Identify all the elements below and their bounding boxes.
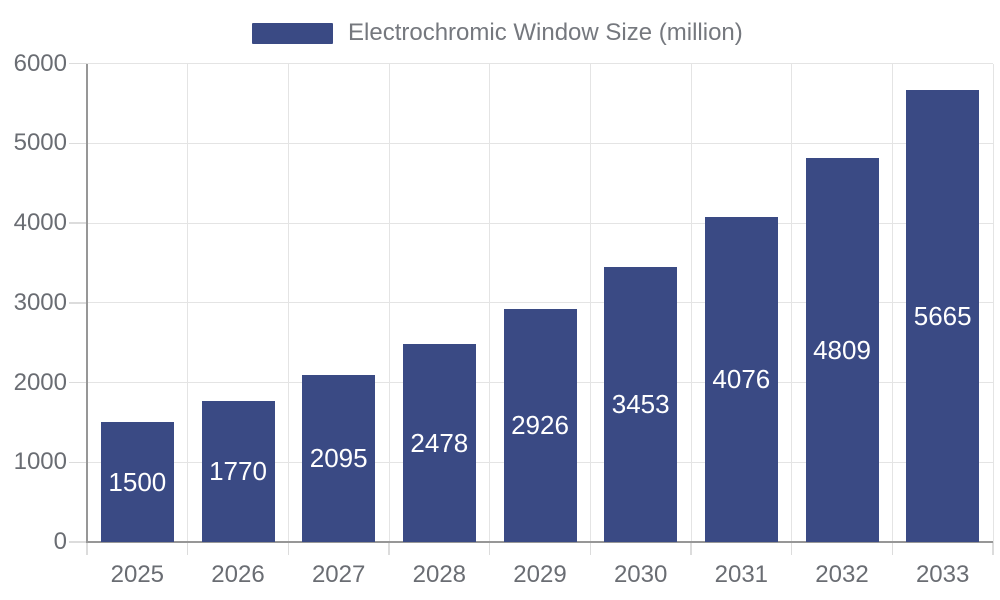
y-tick-6000 <box>69 62 87 65</box>
v-gridline-7 <box>791 63 793 542</box>
x-label-2031: 2031 <box>714 561 769 588</box>
v-gridline-4 <box>489 63 491 542</box>
x-tick-2 <box>287 542 290 555</box>
y-label-0: 0 <box>53 528 67 555</box>
x-tick-1 <box>186 542 189 555</box>
x-label-2026: 2026 <box>211 561 265 588</box>
x-tick-5 <box>589 542 592 555</box>
v-gridline-5 <box>589 63 591 542</box>
y-label-2000: 2000 <box>13 368 67 396</box>
x-tick-3 <box>388 542 390 555</box>
bar-2026 <box>201 400 275 542</box>
y-label-1000: 1000 <box>13 448 67 476</box>
bar-2027 <box>302 374 376 542</box>
bar-value-2033: 5665 <box>913 301 972 332</box>
bar-value-2026: 1770 <box>209 456 267 487</box>
x-label-2025: 2025 <box>110 561 165 588</box>
x-tick-0 <box>86 542 88 555</box>
x-label-2032: 2032 <box>815 561 869 588</box>
x-label-2027: 2027 <box>311 561 366 588</box>
x-label-2030: 2030 <box>613 561 668 588</box>
bar-2028 <box>402 344 476 542</box>
bar-value-2027: 2095 <box>309 443 368 474</box>
y-label-5000: 5000 <box>13 129 67 157</box>
x-tick-4 <box>488 542 491 555</box>
bar-2029 <box>503 308 577 542</box>
h-gridline-6000 <box>87 63 993 64</box>
bar-2033 <box>906 90 980 542</box>
x-tick-9 <box>992 542 994 555</box>
y-tick-2000 <box>69 381 87 384</box>
x-tick-7 <box>790 542 793 555</box>
h-gridline-5000 <box>87 142 993 144</box>
y-label-6000: 6000 <box>13 49 67 77</box>
legend[interactable]: Electrochromic Window Size (million) <box>252 21 743 45</box>
bar-2032 <box>805 158 879 542</box>
bar-value-2032: 4809 <box>813 335 871 366</box>
y-label-3000: 3000 <box>13 288 67 316</box>
x-tick-6 <box>690 542 692 555</box>
x-label-2033: 2033 <box>915 561 970 588</box>
bar-value-2025: 1500 <box>108 467 167 498</box>
bar-2030 <box>604 266 678 542</box>
legend-label: Electrochromic Window Size (million) <box>348 19 743 46</box>
v-gridline-6 <box>690 63 692 542</box>
x-label-2028: 2028 <box>412 561 467 588</box>
y-tick-1000 <box>69 461 87 463</box>
bar-2031 <box>704 216 778 542</box>
y-tick-0 <box>69 541 87 543</box>
y-label-4000: 4000 <box>13 209 67 236</box>
bar-value-2029: 2926 <box>511 410 569 441</box>
y-tick-3000 <box>69 302 87 304</box>
y-tick-5000 <box>69 142 87 144</box>
bar-value-2028: 2478 <box>410 428 469 459</box>
bar-2025 <box>100 422 174 542</box>
x-label-2029: 2029 <box>513 561 567 588</box>
x-tick-8 <box>891 542 894 555</box>
bar-value-2030: 3453 <box>611 389 670 420</box>
bar-value-2031: 4076 <box>712 364 771 395</box>
legend-swatch <box>252 22 333 44</box>
y-tick-4000 <box>69 222 87 224</box>
